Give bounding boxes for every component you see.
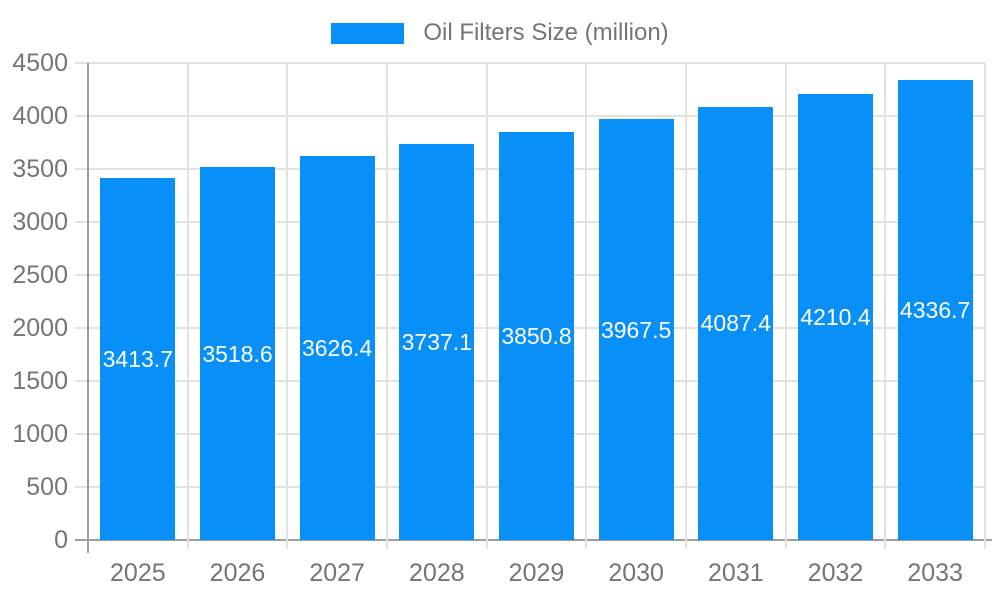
x-gridline [485,63,488,549]
x-axis-tick-label: 2033 [907,559,963,587]
y-axis-tick-label: 0 [54,526,68,554]
bar-2030[interactable] [598,119,674,540]
bar-2031[interactable] [698,106,774,540]
legend[interactable]: Oil Filters Size (million) [0,18,1000,48]
x-gridline [186,63,189,549]
y-axis-line [87,63,89,553]
bar-2026[interactable] [200,167,275,540]
x-axis-tick-label: 2026 [209,559,266,587]
x-axis-tick-label: 2032 [807,559,864,587]
x-gridline [984,63,986,549]
y-axis-tick-label: 1000 [12,420,68,448]
y-axis-tick-label: 3500 [12,155,68,183]
bar-2033[interactable] [897,80,973,540]
bar-value-label: 3850.8 [501,322,572,349]
bar-value-label: 3626.4 [301,334,373,361]
y-axis-tick-label: 1500 [12,367,68,395]
x-gridline [386,63,388,549]
bar-value-label: 3518.6 [202,340,273,367]
bar-2032[interactable] [798,93,873,540]
bar-2025[interactable] [100,178,176,540]
bar-2027[interactable] [299,155,375,540]
legend-swatch [331,22,405,44]
x-axis-tick-label: 2029 [508,559,565,587]
bar-value-label: 4210.4 [800,303,871,330]
x-axis-tick-label: 2030 [608,559,664,587]
bar-value-label: 3737.1 [401,328,472,355]
bar-value-label: 3413.7 [102,346,173,373]
y-axis-tick-label: 2000 [12,314,68,342]
y-axis-tick-label: 4500 [12,49,68,77]
x-axis-tick-label: 2025 [110,559,166,587]
bar-value-label: 3967.5 [600,316,672,343]
x-gridline [685,63,687,549]
y-axis-tick-label: 3000 [12,208,68,236]
bar-value-label: 4087.4 [700,310,771,337]
y-axis-tick-label: 2500 [12,261,68,289]
y-axis-tick-label: 4000 [12,102,68,130]
bar-2028[interactable] [399,143,475,540]
x-gridline [784,63,787,549]
y-gridline [75,115,985,117]
x-gridline [286,63,289,549]
x-axis-tick-label: 2027 [309,559,365,587]
x-axis-tick-label: 2031 [708,559,764,587]
y-gridline [75,62,985,64]
y-axis-tick-label: 500 [26,473,68,501]
x-axis-line [75,539,992,541]
bar-value-label: 4336.7 [899,297,971,324]
legend-label: Oil Filters Size (million) [423,19,669,46]
x-gridline [585,63,588,549]
x-axis-tick-label: 2028 [409,559,465,587]
x-gridline [884,63,887,549]
bar-2029[interactable] [499,131,574,540]
